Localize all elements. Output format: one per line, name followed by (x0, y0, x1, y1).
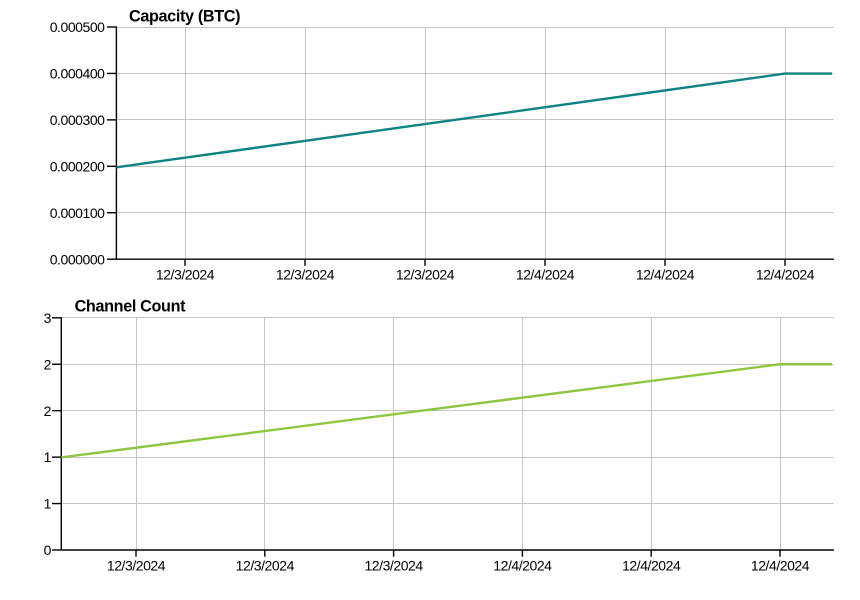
svg-text:0.000500: 0.000500 (50, 19, 105, 35)
svg-text:12/4/2024: 12/4/2024 (636, 267, 695, 283)
svg-text:12/4/2024: 12/4/2024 (751, 557, 810, 573)
svg-text:0: 0 (44, 542, 52, 558)
svg-text:12/3/2024: 12/3/2024 (156, 267, 215, 283)
svg-text:12/4/2024: 12/4/2024 (516, 267, 575, 283)
svg-text:0.000300: 0.000300 (50, 112, 105, 128)
svg-text:Capacity (BTC): Capacity (BTC) (129, 8, 240, 26)
svg-text:1: 1 (44, 496, 52, 512)
svg-text:0.000100: 0.000100 (50, 205, 105, 221)
svg-text:12/3/2024: 12/3/2024 (107, 557, 166, 573)
svg-text:3: 3 (44, 310, 52, 326)
svg-text:0.000200: 0.000200 (50, 158, 105, 174)
svg-text:12/4/2024: 12/4/2024 (622, 557, 681, 573)
svg-text:12/3/2024: 12/3/2024 (276, 267, 335, 283)
svg-text:2: 2 (44, 356, 52, 372)
svg-text:0.000400: 0.000400 (50, 66, 105, 82)
svg-text:Channel Count: Channel Count (75, 298, 187, 316)
svg-text:2: 2 (44, 403, 52, 419)
svg-text:12/4/2024: 12/4/2024 (493, 557, 552, 573)
svg-text:1: 1 (44, 449, 52, 465)
svg-text:12/4/2024: 12/4/2024 (756, 267, 815, 283)
svg-text:0.000000: 0.000000 (50, 251, 105, 267)
svg-text:12/3/2024: 12/3/2024 (364, 557, 423, 573)
svg-text:12/3/2024: 12/3/2024 (396, 267, 455, 283)
svg-text:12/3/2024: 12/3/2024 (236, 557, 295, 573)
